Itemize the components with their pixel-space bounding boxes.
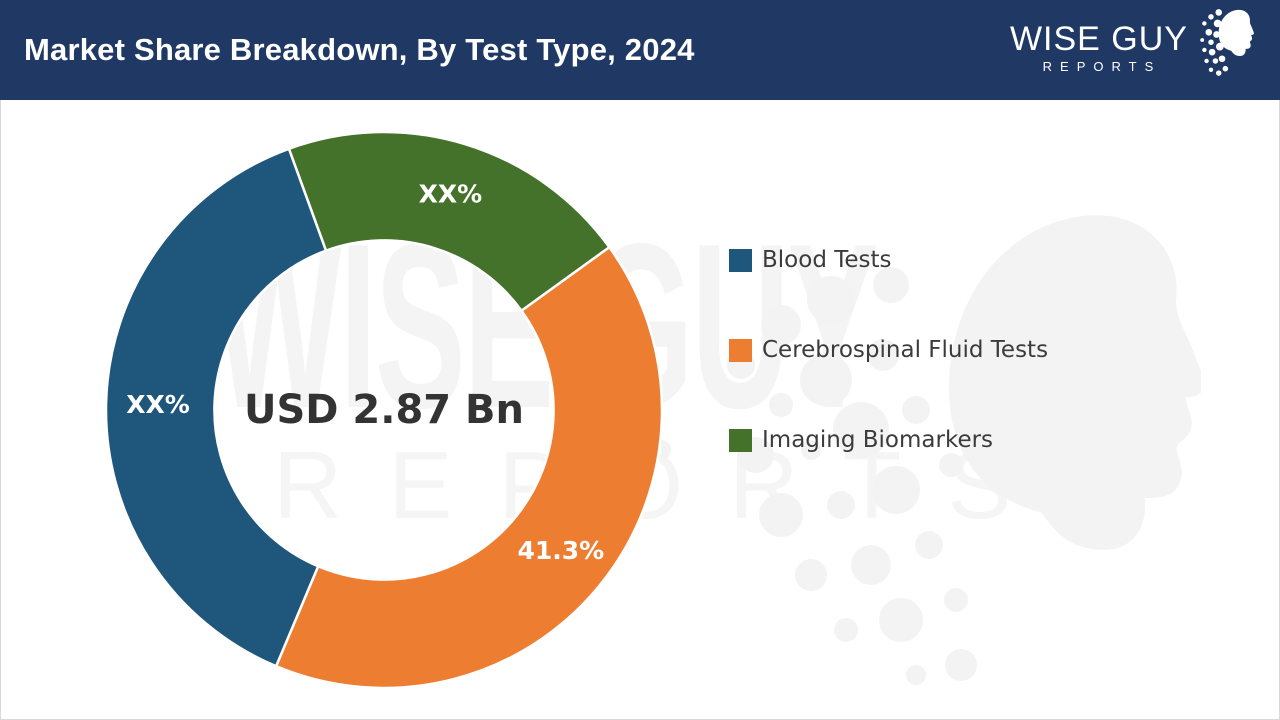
legend-item-imaging-biomarkers: Imaging Biomarkers bbox=[729, 426, 1048, 454]
wise-guy-logo: WISE GUY REPORTS bbox=[1010, 8, 1262, 88]
legend-swatch-blue bbox=[729, 248, 752, 272]
logo-name: WISE GUY bbox=[1009, 20, 1188, 59]
legend-item-blood-tests: Blood Tests bbox=[729, 246, 1048, 274]
logo-text: WISE GUY REPORTS bbox=[1009, 20, 1188, 74]
donut-segment bbox=[287, 130, 611, 312]
watermark-face-icon bbox=[661, 215, 1201, 685]
legend-swatch-green bbox=[729, 428, 752, 452]
legend-item-cerebrospinal-fluid-tests: Cerebrospinal Fluid Tests bbox=[729, 336, 1048, 364]
segment-value-label: XX% bbox=[126, 390, 190, 419]
legend-label: Blood Tests bbox=[762, 247, 892, 273]
header-bar: Market Share Breakdown, By Test Type, 20… bbox=[0, 0, 1280, 100]
donut-segment bbox=[274, 245, 664, 690]
wiseguy-face-icon bbox=[1200, 9, 1254, 76]
segment-value-label: 41.3% bbox=[518, 536, 605, 565]
donut-segment bbox=[104, 147, 328, 668]
legend-swatch-orange bbox=[729, 338, 752, 362]
page-title: Market Share Breakdown, By Test Type, 20… bbox=[24, 32, 695, 67]
chart-legend: Blood Tests Cerebrospinal Fluid Tests Im… bbox=[729, 246, 1048, 516]
donut-chart: XX% 41.3% XX% bbox=[104, 130, 664, 690]
chart-area: WISE GUY REPORTS XX% 41.3% XX% USD 2.87 Bn… bbox=[0, 100, 1280, 720]
segment-value-label: XX% bbox=[419, 179, 483, 208]
legend-label: Cerebrospinal Fluid Tests bbox=[762, 337, 1049, 363]
legend-label: Imaging Biomarkers bbox=[762, 427, 994, 453]
logo-tagline: REPORTS bbox=[1042, 58, 1162, 74]
chart-center-value: USD 2.87 Bn bbox=[244, 387, 524, 433]
